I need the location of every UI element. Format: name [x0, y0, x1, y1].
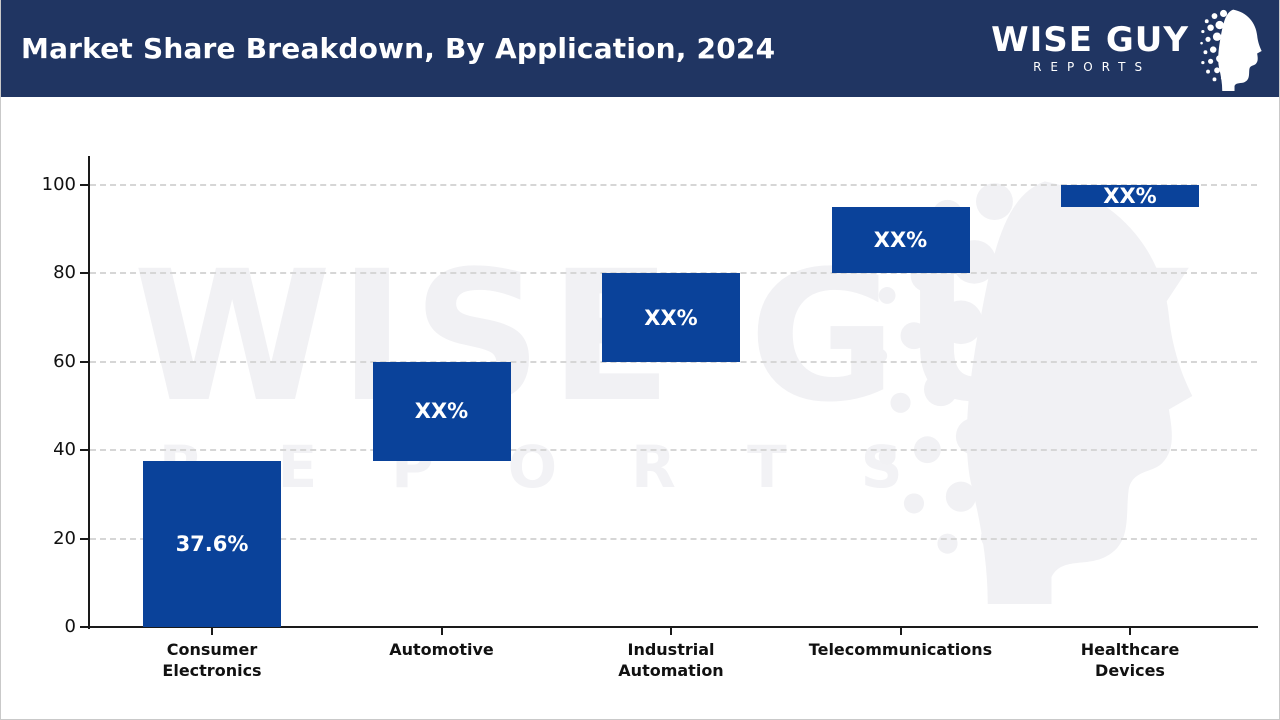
x-tick-4 — [899, 628, 902, 635]
bar-value-label: 37.6% — [175, 531, 249, 556]
x-tick-1 — [211, 628, 213, 635]
x-tick-2 — [440, 628, 443, 635]
x-category-label: Healthcare Devices — [1080, 640, 1180, 680]
x-category-label: Automotive — [389, 640, 494, 659]
x-tick-5 — [1129, 628, 1131, 635]
bar-automotive — [372, 361, 511, 461]
y-tick-40 — [80, 449, 88, 452]
bar-telecommunications — [831, 207, 970, 274]
y-tick-label: 80 — [53, 262, 76, 284]
y-tick-20 — [80, 537, 88, 540]
bar-value-label: XX% — [644, 305, 698, 330]
y-tick-label: 20 — [53, 527, 76, 549]
y-tick-label: 40 — [53, 439, 76, 461]
bar-value-label: XX% — [1103, 184, 1157, 209]
y-tick-label: 0 — [64, 616, 76, 637]
x-category-label: Consumer Electronics — [162, 640, 262, 680]
x-category-label: Industrial Automation — [618, 640, 724, 680]
brand-logo: WISE GUY REPORTS — [991, 7, 1267, 91]
brand-head-icon — [1193, 7, 1267, 91]
bar-value-label: XX% — [414, 399, 469, 424]
brand-wordmark: WISE GUY REPORTS — [991, 23, 1189, 74]
x-axis-line — [87, 626, 1258, 628]
y-tick-0 — [80, 626, 88, 628]
y-tick-label: 100 — [41, 174, 76, 195]
gridline-20 — [90, 537, 1257, 540]
gridline-100 — [90, 184, 1257, 186]
y-tick-60 — [80, 360, 88, 363]
bar-healthcare-devices — [1061, 185, 1199, 208]
bar-value-label: XX% — [873, 228, 928, 253]
y-tick-label: 60 — [53, 350, 76, 372]
brand-subtitle-text: REPORTS — [1033, 60, 1152, 74]
header: Market Share Breakdown, By Application, … — [1, 0, 1279, 97]
y-tick-80 — [80, 272, 88, 275]
x-category-label: Telecommunications — [808, 640, 993, 659]
gridline-40 — [90, 449, 1257, 452]
x-tick-3 — [670, 628, 672, 635]
bar-consumer-electronics — [143, 460, 281, 627]
brand-name-text: WISE GUY — [991, 20, 1189, 60]
y-axis-line — [88, 156, 90, 629]
gridline-60 — [90, 360, 1257, 363]
y-tick-100 — [80, 184, 88, 186]
page-title: Market Share Breakdown, By Application, … — [21, 32, 776, 65]
bar-industrial-automation — [602, 273, 740, 362]
watermark-text-small: REPORTS — [159, 433, 977, 501]
